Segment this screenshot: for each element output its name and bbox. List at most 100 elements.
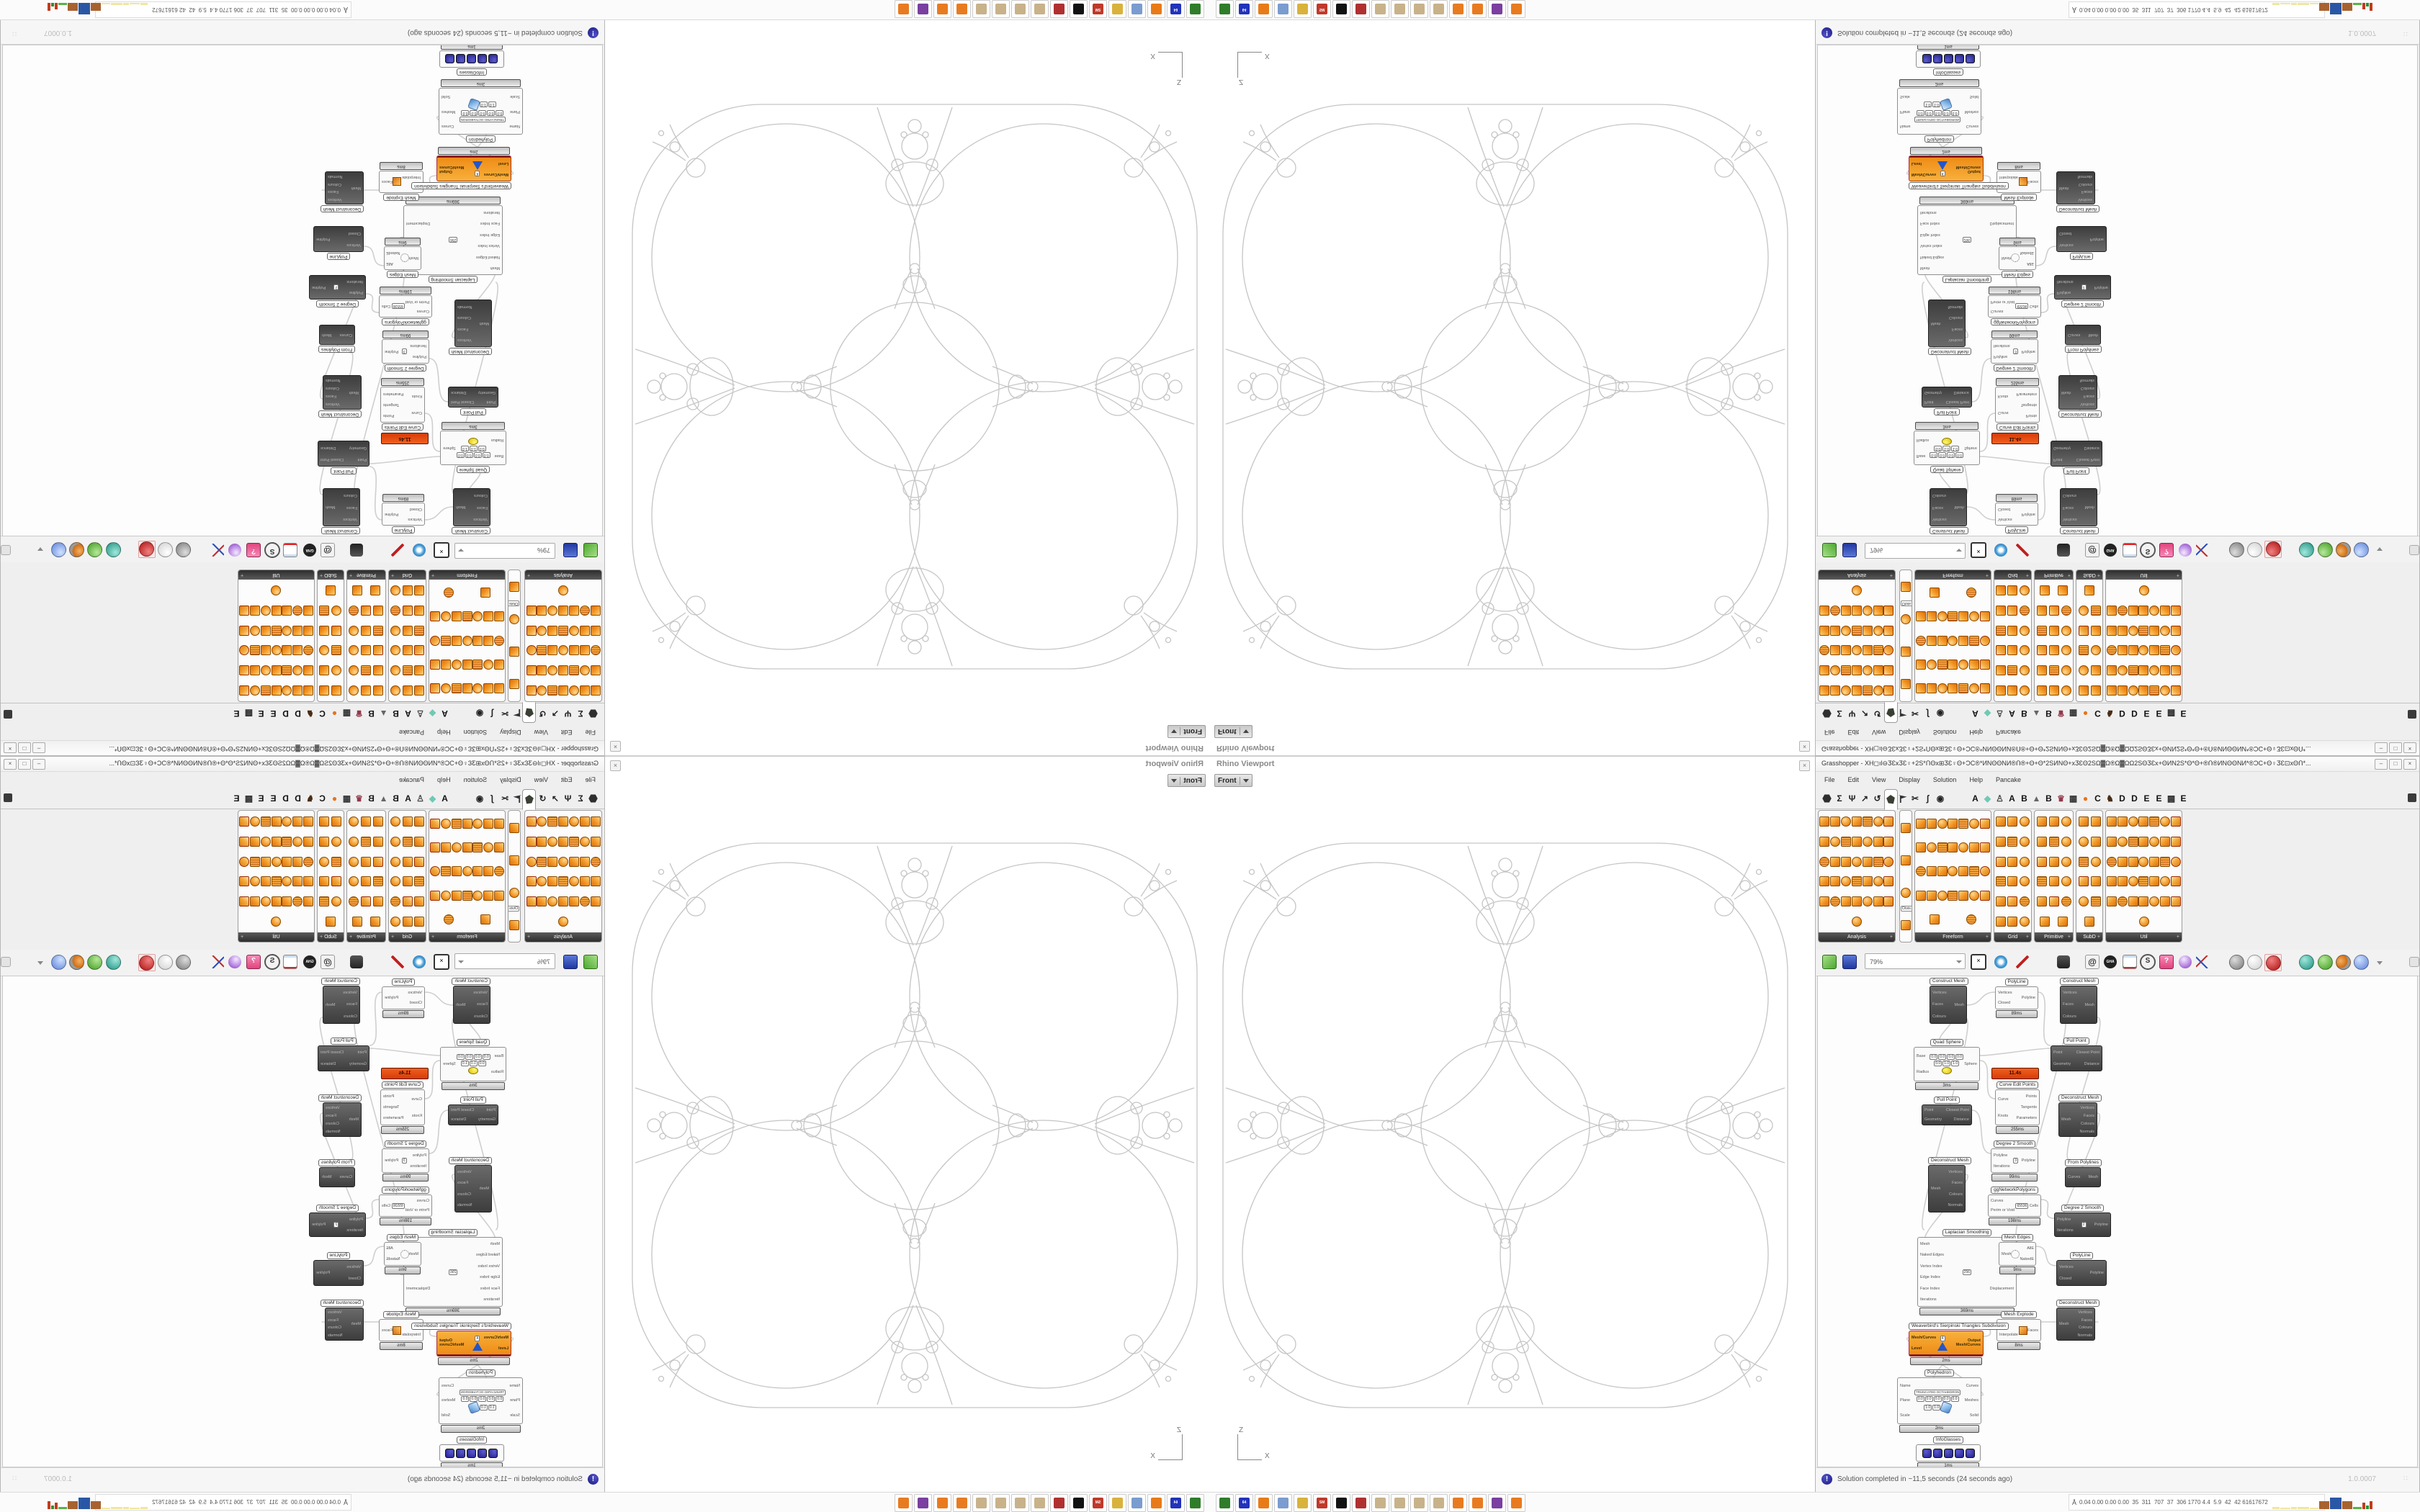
component-icon[interactable]	[1830, 856, 1841, 867]
plugin-tab-14[interactable]: E	[2143, 708, 2150, 719]
sm64-icon[interactable]: SM	[1089, 1494, 1107, 1512]
node-body[interactable]: Mesh/Curves Level 4 Output Mesh/Curves	[436, 156, 511, 181]
component-icon[interactable]	[579, 836, 590, 847]
component-icon[interactable]	[239, 665, 250, 676]
component-icon[interactable]	[547, 685, 558, 696]
component-icon[interactable]	[2107, 685, 2118, 696]
menu-item-file[interactable]: File	[585, 729, 596, 737]
component-icon[interactable]	[1927, 890, 1937, 901]
zoom-level-input[interactable]: 79%	[454, 543, 555, 559]
component-icon[interactable]	[509, 822, 519, 833]
node-body[interactable]: Polyline Iterations 3 Polyline	[382, 339, 429, 364]
component-icon[interactable]	[2061, 836, 2071, 847]
firefox-purple-icon[interactable]	[1488, 1494, 1506, 1512]
component-icon[interactable]	[1968, 818, 1979, 829]
node-body[interactable]: Mesh Vertices Faces Colours Normals	[325, 171, 364, 204]
only-draw-selected-icon[interactable]	[2298, 542, 2314, 558]
plugin-tab-10[interactable]: C	[2094, 793, 2101, 804]
gh-node-mesh-edges[interactable]: Mesh Edges Mesh AllE NakedE 9ms	[1999, 1234, 2036, 1274]
component-icon[interactable]	[271, 685, 282, 696]
component-icon[interactable]	[2138, 876, 2149, 887]
preview-off-icon[interactable]	[2228, 954, 2244, 970]
component-icon[interactable]	[271, 816, 282, 827]
component-icon[interactable]	[402, 836, 413, 847]
value-box[interactable]: 2	[333, 284, 339, 290]
component-icon[interactable]	[2007, 896, 2018, 907]
component-icon[interactable]	[2090, 856, 2101, 867]
value-box[interactable]: 1.0	[1942, 446, 1951, 451]
component-icon[interactable]	[373, 816, 384, 827]
component-icon[interactable]	[2036, 856, 2047, 867]
component-icon[interactable]	[250, 876, 261, 887]
component-icon[interactable]	[483, 659, 493, 670]
component-icon[interactable]	[430, 635, 441, 646]
component-icon[interactable]	[590, 685, 601, 696]
value-box[interactable]: 1.0	[469, 446, 478, 451]
component-icon[interactable]	[390, 917, 401, 927]
vector-tab[interactable]: ↗	[1859, 790, 1871, 807]
component-icon[interactable]	[2159, 645, 2170, 656]
component-icon[interactable]	[271, 605, 282, 616]
gh-node-deconstruct-mesh[interactable]: Deconstruct Mesh Mesh Vertices Faces Colours…	[448, 1157, 492, 1212]
component-icon[interactable]	[430, 842, 441, 853]
gh-node-mesh-explode[interactable]: Mesh ExplodeMeshInterpolateFaces8ms	[379, 1311, 424, 1350]
palette-icon-2[interactable]	[1391, 1494, 1409, 1512]
component-icon[interactable]	[1819, 605, 1830, 616]
component-icon[interactable]	[430, 818, 441, 829]
component-icon[interactable]	[579, 816, 590, 827]
node-body[interactable]: Vertices Closed Polyline	[2056, 1260, 2107, 1286]
component-icon[interactable]	[1958, 890, 1969, 901]
blender-icon-3[interactable]	[1507, 1494, 1525, 1512]
plugin-tab-13[interactable]: D	[282, 708, 289, 719]
gh-node-quad-sphere[interactable]: Quad Sphere Base Radius 0.0 0.0 0.0 0.0 0.0 1.0 1…	[1914, 422, 1980, 473]
node-body[interactable]: Curves Mesh	[319, 325, 355, 345]
component-icon[interactable]	[547, 665, 558, 676]
wolf-icon[interactable]	[1332, 0, 1350, 18]
gh-node-deconstruct-mesh[interactable]: Deconstruct Mesh Mesh Vertices Faces Colours…	[2058, 1094, 2102, 1137]
component-icon[interactable]	[292, 625, 302, 636]
component-icon[interactable]	[1948, 842, 1958, 853]
gh-node-mesh-explode[interactable]: Mesh ExplodeMeshInterpolateFaces8ms	[1996, 1311, 2041, 1350]
component-icon[interactable]	[2039, 585, 2050, 595]
component-icon[interactable]	[282, 605, 292, 616]
node-body[interactable]: Polyline Iterations 2 Polyline	[309, 275, 366, 300]
component-icon[interactable]	[537, 665, 547, 676]
close-button[interactable]: ×	[2403, 759, 2416, 770]
component-icon[interactable]	[2061, 685, 2071, 696]
palette-icon-4[interactable]	[972, 0, 990, 18]
node-body[interactable]: Vertices Closed Polyline	[382, 986, 425, 1009]
component-icon[interactable]	[1862, 856, 1873, 867]
gh-node-quad-sphere[interactable]: Quad Sphere Base Radius 0.0 0.0 0.0 0.0 0.0 1.0 1…	[440, 422, 506, 473]
sketch-tool-icon[interactable]	[390, 954, 405, 970]
component-icon[interactable]	[326, 585, 336, 595]
chevron-down-icon[interactable]	[1242, 729, 1249, 734]
mesh-tab[interactable]	[1883, 789, 1898, 810]
blender-icon-3[interactable]	[1507, 0, 1525, 18]
red-book-icon[interactable]	[1352, 0, 1370, 18]
component-icon[interactable]	[1996, 585, 2007, 595]
component-icon[interactable]	[2107, 876, 2118, 887]
palette-expand-icon[interactable]: +	[1985, 935, 1989, 940]
plugin-tab-12[interactable]: D	[2119, 793, 2125, 804]
component-icon[interactable]	[2036, 645, 2047, 656]
component-icon[interactable]	[282, 856, 292, 867]
component-icon[interactable]	[1968, 866, 1979, 877]
component-icon[interactable]	[1830, 816, 1841, 827]
component-icon[interactable]	[472, 659, 483, 670]
component-icon[interactable]	[373, 896, 384, 907]
gh-node-deconstruct-mesh[interactable]: Deconstruct Mesh Mesh Vertices Faces Colours…	[320, 171, 364, 212]
system-device-icon[interactable]	[1216, 1494, 1234, 1512]
gh-node-curve-edit-points[interactable]: Curve Edit Points Curve Knots Points Tangent…	[380, 1081, 425, 1134]
value-box[interactable]: 0.0	[473, 452, 482, 458]
gh-node-pull-point[interactable]: Pull Point Point Geometry Closest Point Dist…	[2051, 441, 2102, 474]
value-box[interactable]: 0.0	[1934, 1061, 1942, 1066]
component-icon[interactable]	[413, 816, 424, 827]
component-icon[interactable]	[2128, 625, 2138, 636]
plugin-tab-4[interactable]: B	[393, 708, 399, 719]
component-icon[interactable]	[1851, 896, 1862, 907]
preview-settings-icon[interactable]	[1993, 954, 2009, 970]
value-box[interactable]: 0.0	[1947, 1054, 1955, 1060]
component-icon[interactable]	[2058, 585, 2069, 595]
component-icon[interactable]	[1819, 896, 1830, 907]
gh-node-polyline[interactable]: PolyLine Vertices Closed Polyline	[313, 1252, 364, 1286]
